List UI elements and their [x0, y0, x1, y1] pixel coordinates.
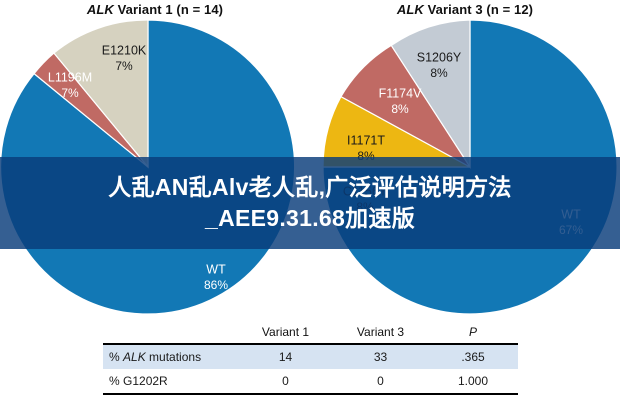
pie-pct-l1196m: 7%	[61, 86, 79, 100]
pie-title-variant-1: ALK Variant 1 (n = 14)	[0, 2, 310, 17]
row-label-prefix: %	[109, 374, 124, 388]
pie-title-variant-3: ALK Variant 3 (n = 12)	[310, 2, 620, 17]
cell-p-value: .365	[461, 350, 485, 364]
pie-pct-wt: 67%	[559, 223, 583, 237]
pie-pct-c1156y: 8%	[356, 200, 374, 214]
table-row: % ALK mutations 14 33 .365	[103, 344, 518, 369]
pie-pct-e1210k: 7%	[115, 59, 133, 73]
cell-variant-1: 14	[278, 350, 293, 364]
pie-pct-s1206y: 8%	[430, 66, 448, 80]
stats-table-head: Variant 1 Variant 3 P	[103, 321, 518, 344]
cell-variant-3: 33	[373, 350, 388, 364]
pie-label-f1174v: F1174V	[379, 86, 423, 100]
pie-pct-wt: 86%	[204, 278, 228, 292]
col-header-variant-1: Variant 1	[238, 321, 333, 344]
pie-label-l1196m: L1196M	[48, 70, 92, 84]
pie-label-c1156y: C1156Y	[343, 184, 388, 198]
col-header-variant-3: Variant 3	[333, 321, 428, 344]
pie-title-gene: ALK	[86, 2, 114, 17]
pie-title-rest: Variant 1 (n = 14)	[113, 2, 224, 17]
cell-p-value: 1.000	[457, 374, 489, 388]
stats-table: Variant 1 Variant 3 P % ALK mutations 14…	[103, 321, 518, 395]
cell-variant-3: 0	[377, 374, 384, 388]
pie-label-e1210k: E1210K	[102, 43, 147, 57]
pie-label-s1206y: S1206Y	[417, 50, 462, 64]
pie-slice-e1210k[interactable]	[53, 19, 149, 169]
pie-label-wt: WT	[206, 262, 226, 276]
table-row: % G1202R 0 0 1.000	[103, 369, 518, 394]
pie-panel-variant-3: ALK Variant 3 (n = 12) WT 67% S1206Y 8% …	[310, 0, 620, 320]
row-label-alk-mutations: % ALK mutations	[103, 344, 238, 369]
pie-pct-i1171t: 8%	[357, 149, 375, 163]
cell-variant-1: 0	[282, 374, 289, 388]
pie-chart-variant-3: WT 67% S1206Y 8% F1174V 8% I1171T 8% C11…	[321, 19, 618, 315]
pie-panel-variant-1: ALK Variant 1 (n = 14) WT 86% E1210K 7% …	[0, 0, 310, 320]
table-header-row: Variant 1 Variant 3 P	[103, 321, 518, 344]
row-label-prefix: %	[109, 350, 124, 364]
pie-title-rest: Variant 3 (n = 12)	[423, 2, 534, 17]
pie-label-wt: WT	[561, 207, 581, 221]
row-label-suffix: mutations	[145, 350, 202, 364]
pie-label-i1171t: I1171T	[347, 133, 385, 147]
pie-slice-s1206y[interactable]	[390, 19, 471, 170]
row-label-g1202r: % G1202R	[103, 369, 238, 394]
col-header-blank	[103, 321, 238, 344]
pie-chart-variant-1: WT 86% E1210K 7% L1196M 7%	[0, 19, 296, 315]
row-label-suffix: G1202R	[123, 374, 168, 388]
stats-table-body: % ALK mutations 14 33 .365 % G1202R 0 0 …	[103, 344, 518, 394]
col-header-p-value: P	[428, 321, 518, 344]
pie-title-gene: ALK	[396, 2, 424, 17]
pie-pct-f1174v: 8%	[391, 102, 409, 116]
row-label-gene: ALK	[123, 350, 146, 364]
